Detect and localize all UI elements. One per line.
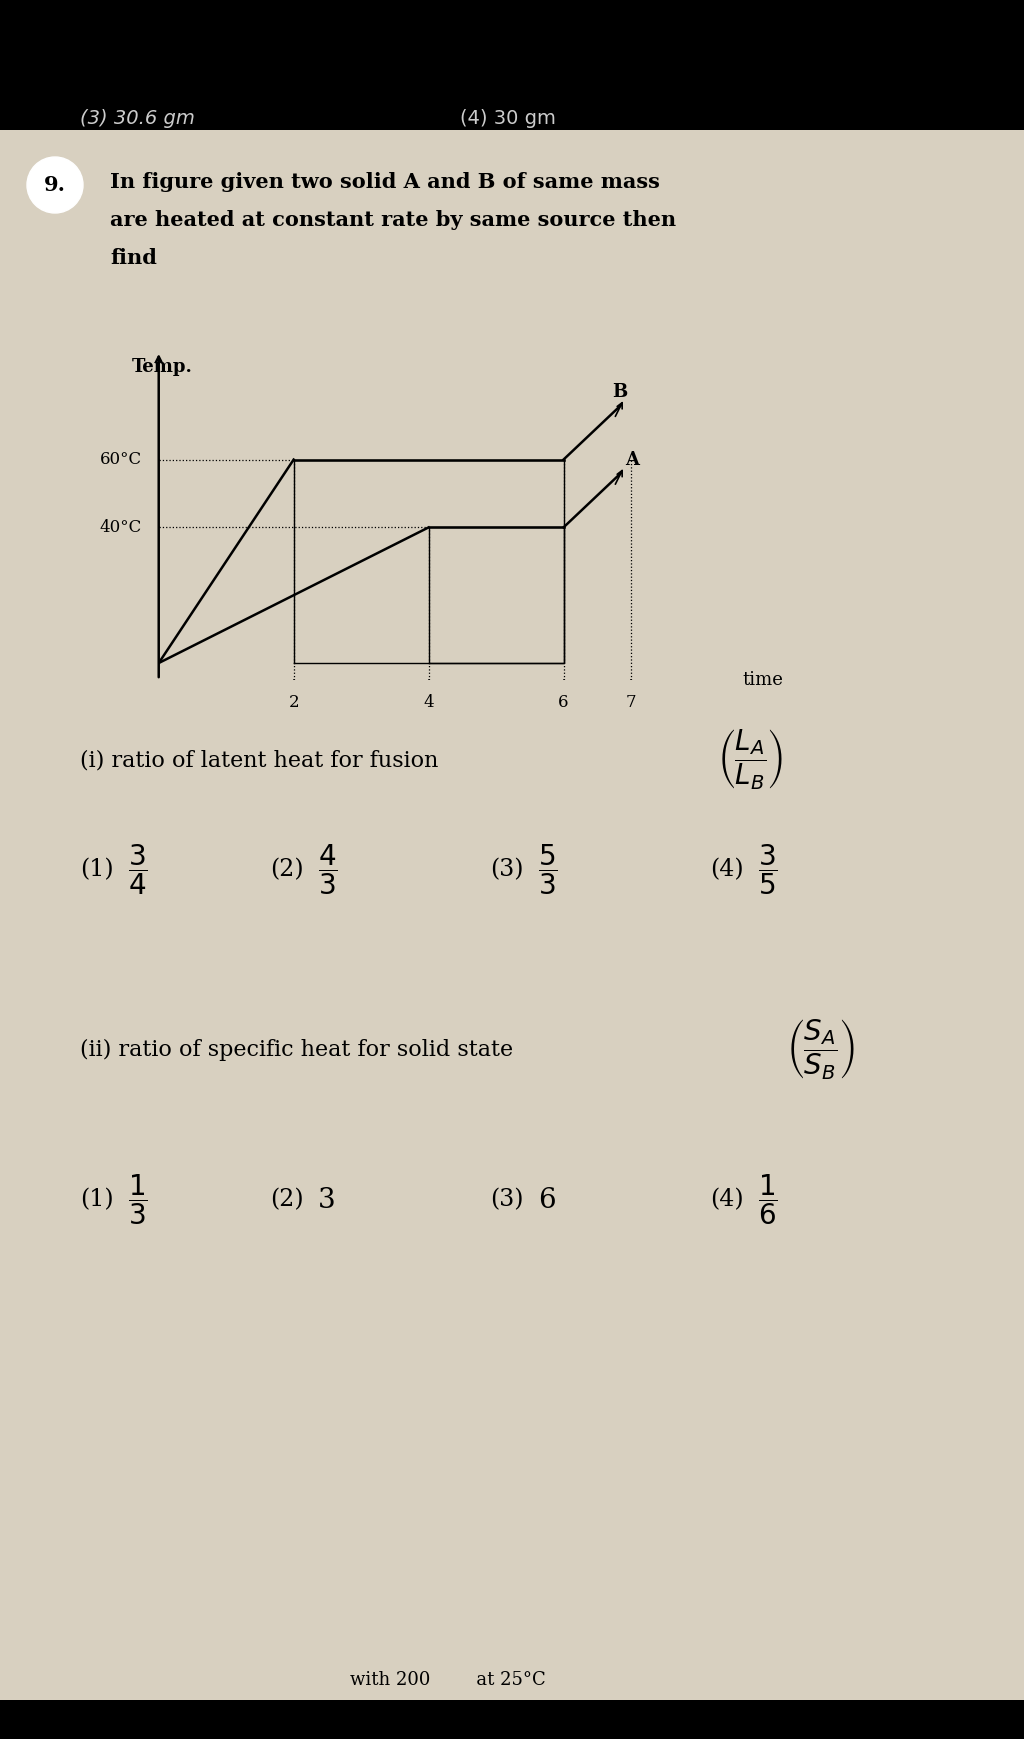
- Text: $\dfrac{3}{4}$: $\dfrac{3}{4}$: [128, 843, 147, 897]
- Text: 60°C: 60°C: [99, 450, 142, 468]
- Text: $\dfrac{3}{5}$: $\dfrac{3}{5}$: [758, 843, 777, 897]
- Text: (3): (3): [490, 1188, 523, 1212]
- Text: (2): (2): [270, 1188, 304, 1212]
- Text: 9.: 9.: [44, 176, 66, 195]
- Circle shape: [27, 157, 83, 212]
- Text: (4): (4): [710, 859, 743, 882]
- Text: A: A: [626, 450, 640, 468]
- Bar: [0, 1701, 1024, 1739]
- Text: $\dfrac{5}{3}$: $\dfrac{5}{3}$: [538, 843, 558, 897]
- Text: $\left(\dfrac{L_A}{L_B}\right)$: $\left(\dfrac{L_A}{L_B}\right)$: [717, 729, 783, 793]
- Text: 3: 3: [318, 1186, 336, 1214]
- Text: are heated at constant rate by same source then: are heated at constant rate by same sour…: [110, 210, 676, 230]
- Text: 6: 6: [558, 694, 568, 711]
- Text: (1): (1): [80, 859, 114, 882]
- Text: 40°C: 40°C: [99, 518, 142, 536]
- Text: (1): (1): [80, 1188, 114, 1212]
- Text: (i) ratio of latent heat for fusion: (i) ratio of latent heat for fusion: [80, 750, 438, 770]
- Text: $\dfrac{1}{6}$: $\dfrac{1}{6}$: [758, 1172, 777, 1228]
- Text: (ii) ratio of specific heat for solid state: (ii) ratio of specific heat for solid st…: [80, 1038, 513, 1061]
- Text: Temp.: Temp.: [132, 358, 193, 376]
- Text: $\dfrac{1}{3}$: $\dfrac{1}{3}$: [128, 1172, 147, 1228]
- Text: time: time: [742, 671, 783, 689]
- Text: with 200        at 25°C: with 200 at 25°C: [350, 1671, 546, 1689]
- Text: (4) 30 gm: (4) 30 gm: [460, 108, 556, 127]
- Text: 7: 7: [626, 694, 636, 711]
- Text: In figure given two solid A and B of same mass: In figure given two solid A and B of sam…: [110, 172, 659, 191]
- Text: (3): (3): [490, 859, 523, 882]
- Text: 4: 4: [423, 694, 434, 711]
- Text: (2): (2): [270, 859, 304, 882]
- Text: $\left(\dfrac{S_A}{S_B}\right)$: $\left(\dfrac{S_A}{S_B}\right)$: [785, 1017, 854, 1082]
- Text: find: find: [110, 249, 157, 268]
- Text: 6: 6: [538, 1186, 556, 1214]
- Text: $\dfrac{4}{3}$: $\dfrac{4}{3}$: [318, 843, 338, 897]
- Text: 2: 2: [289, 694, 299, 711]
- Text: B: B: [612, 383, 628, 400]
- Text: (3) 30.6 gm: (3) 30.6 gm: [80, 108, 195, 127]
- Text: (4): (4): [710, 1188, 743, 1212]
